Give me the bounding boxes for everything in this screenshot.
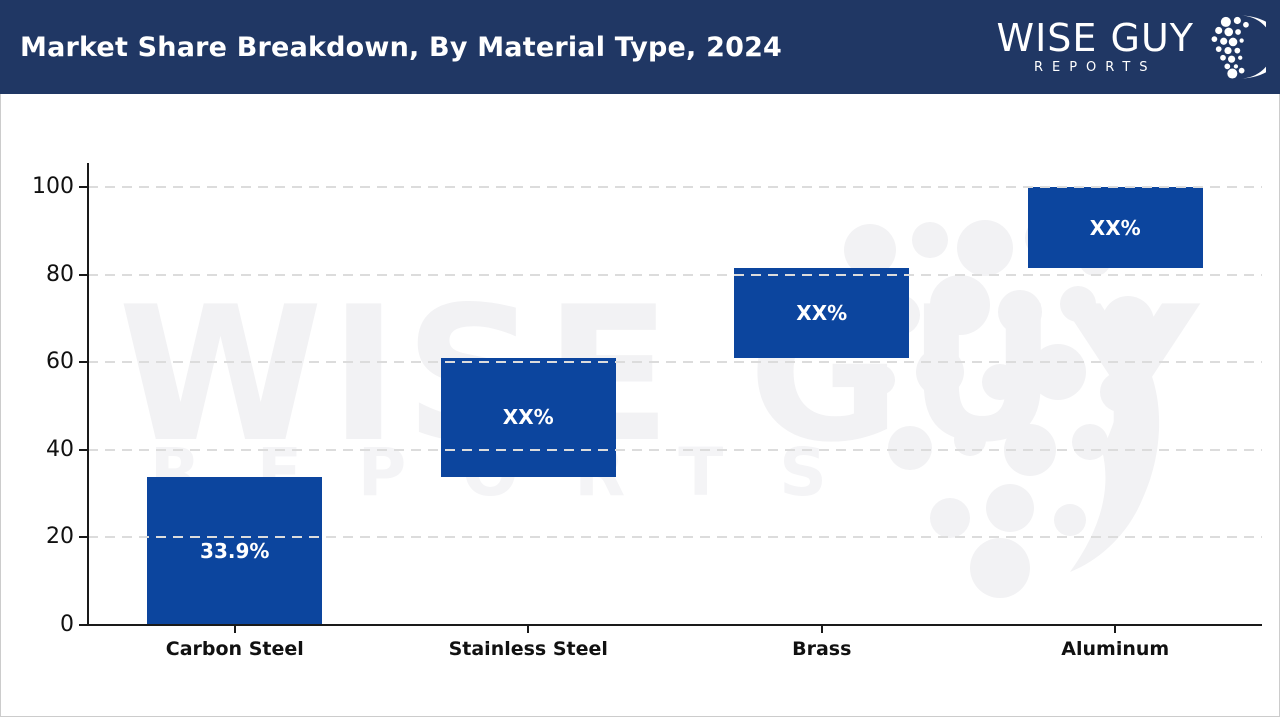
y-axis-tick-labels: 0 20 40 60 80 100 bbox=[0, 163, 88, 637]
bar-value-label: 33.9% bbox=[200, 538, 270, 563]
x-axis bbox=[87, 624, 1262, 626]
frame-left-border bbox=[0, 94, 1, 717]
gridline-20 bbox=[88, 536, 1262, 539]
logo-wordmark: WISE GUY REPORTS bbox=[996, 15, 1194, 76]
bar-carbon-steel: 33.9% bbox=[147, 476, 323, 625]
gridline-100 bbox=[88, 186, 1262, 189]
gridline-80 bbox=[88, 273, 1262, 276]
bar-aluminum: XX% bbox=[1027, 187, 1203, 269]
y-axis bbox=[87, 163, 89, 626]
y-tick-mark-20 bbox=[79, 536, 88, 539]
y-tick-label-20: 20 bbox=[46, 524, 74, 550]
x-tick-mark bbox=[1114, 626, 1117, 633]
plot-area: 33.9% XX% XX% XX% bbox=[88, 163, 1262, 625]
logo-wordmark-line2: REPORTS bbox=[1033, 60, 1157, 76]
y-tick-label-60: 60 bbox=[46, 349, 74, 375]
bar-stainless-steel: XX% bbox=[440, 357, 616, 477]
x-tick-label-brass: Brass bbox=[792, 638, 852, 660]
y-tick-label-100: 100 bbox=[32, 174, 74, 200]
bar-value-label: XX% bbox=[502, 405, 554, 430]
x-tick-mark bbox=[527, 626, 530, 633]
x-tick-mark bbox=[233, 626, 236, 633]
x-tick-label-stainless-steel: Stainless Steel bbox=[448, 638, 608, 660]
y-tick-mark-100 bbox=[79, 186, 88, 189]
chart-title: Market Share Breakdown, By Material Type… bbox=[20, 31, 783, 63]
x-tick-label-aluminum: Aluminum bbox=[1061, 638, 1170, 660]
y-tick-label-0: 0 bbox=[60, 612, 74, 637]
logo-head-icon bbox=[1211, 15, 1266, 79]
frame-bottom-border bbox=[0, 716, 1280, 717]
header-bar: Market Share Breakdown, By Material Type… bbox=[0, 0, 1280, 94]
y-tick-mark-80 bbox=[79, 273, 88, 276]
y-tick-mark-60 bbox=[79, 361, 88, 364]
bar-brass: XX% bbox=[734, 268, 910, 358]
bar-value-label: XX% bbox=[1089, 215, 1141, 240]
x-tick-mark bbox=[820, 626, 823, 633]
gridline-40 bbox=[88, 448, 1262, 451]
logo-wordmark-line1: WISE GUY bbox=[996, 15, 1194, 60]
gridline-60 bbox=[88, 361, 1262, 364]
y-tick-label-40: 40 bbox=[46, 436, 74, 462]
y-tick-mark-40 bbox=[79, 448, 88, 451]
bar-value-label: XX% bbox=[796, 300, 848, 325]
y-tick-label-80: 80 bbox=[46, 261, 74, 287]
x-tick-label-carbon-steel: Carbon Steel bbox=[165, 638, 304, 660]
wiseguy-logo: WISE GUY REPORTS bbox=[997, 9, 1266, 85]
y-tick-mark-0 bbox=[79, 624, 88, 626]
